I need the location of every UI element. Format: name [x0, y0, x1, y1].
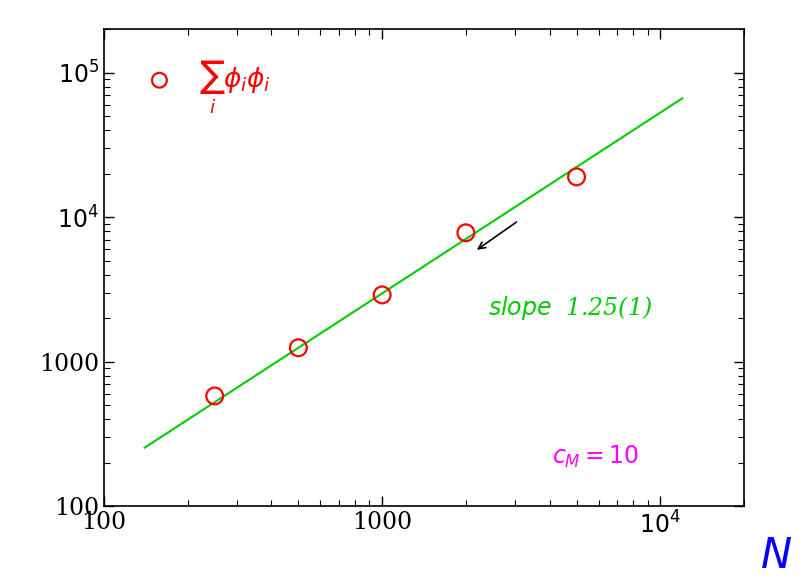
Legend: $\sum_i \phi_i \phi_i$: $\sum_i \phi_i \phi_i$: [117, 42, 286, 132]
Point: [376, 290, 389, 300]
Point: [208, 391, 221, 400]
Point: [459, 228, 472, 237]
Text: $c_M = 10$: $c_M = 10$: [552, 443, 639, 470]
Point: [570, 172, 583, 182]
Point: [292, 343, 305, 353]
Text: $\mathit{slope}$  1.25(1): $\mathit{slope}$ 1.25(1): [488, 294, 652, 322]
Text: $\mathbf{\mathit{N}}$: $\mathbf{\mathit{N}}$: [760, 535, 792, 577]
